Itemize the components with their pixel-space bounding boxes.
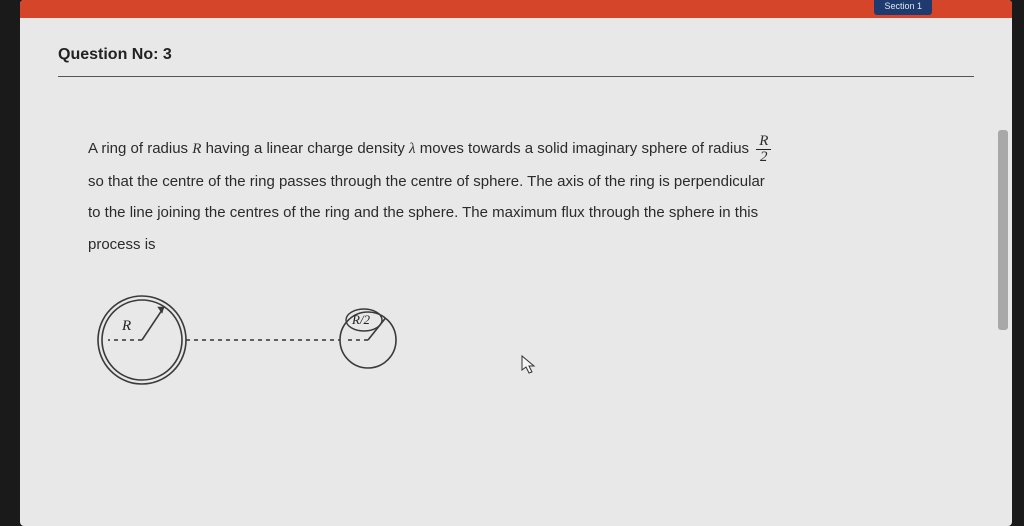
fraction-den: 2: [756, 150, 771, 165]
diagram: R R/2: [88, 288, 974, 398]
text-seg: A ring of radius: [88, 140, 192, 157]
scrollbar-thumb[interactable]: [998, 130, 1008, 330]
fraction-num: R: [756, 134, 771, 150]
question-panel: Section 1 Question No: 3 A ring of radiu…: [20, 0, 1012, 526]
divider: [58, 76, 974, 77]
content-area: Question No: 3 A ring of radius R having…: [20, 18, 1012, 526]
question-number: Question No: 3: [58, 46, 974, 64]
text-seg: so that the centre of the ring passes th…: [88, 173, 765, 190]
fraction-R-over-2: R2: [756, 134, 771, 165]
svg-text:R/2: R/2: [351, 312, 371, 327]
svg-text:R: R: [121, 318, 131, 334]
text-seg: to the line joining the centres of the r…: [88, 204, 758, 221]
top-bar: Section 1: [20, 0, 1012, 18]
text-seg: having a linear charge density: [201, 140, 409, 157]
text-seg: moves towards a solid imaginary sphere o…: [416, 140, 754, 157]
section-button[interactable]: Section 1: [874, 0, 932, 15]
question-text: A ring of radius R having a linear charg…: [88, 133, 868, 260]
diagram-svg: R R/2: [88, 288, 448, 398]
text-seg: process is: [88, 236, 156, 253]
